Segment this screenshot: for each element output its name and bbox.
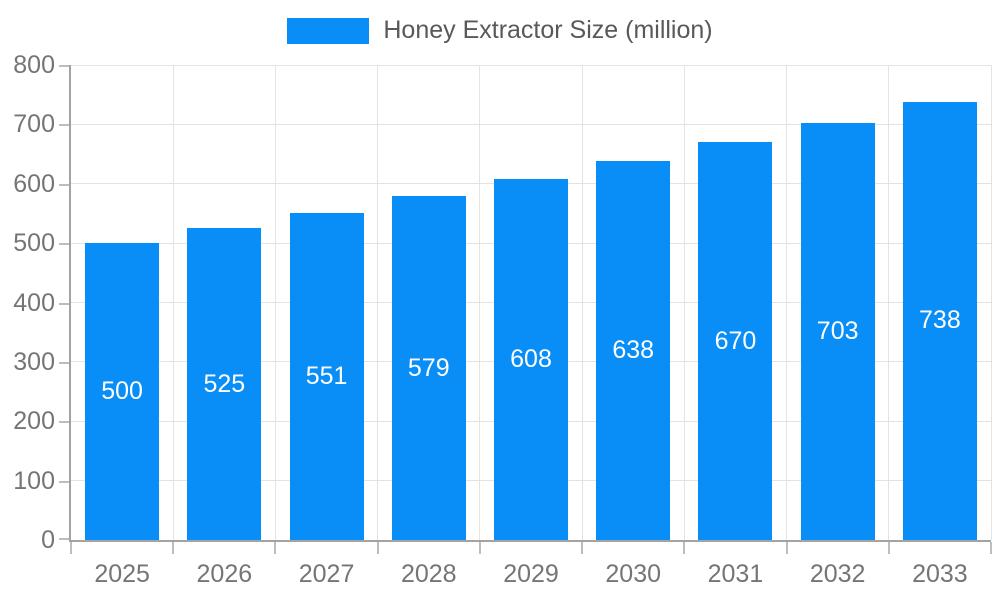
bar-value-label: 703 xyxy=(816,316,859,345)
bar-value-label: 579 xyxy=(407,353,450,382)
bar-value-label: 500 xyxy=(101,377,143,406)
bar-value-label: 608 xyxy=(510,345,552,373)
x-axis-tick xyxy=(683,542,686,554)
bar-2030[interactable]: 638 xyxy=(596,161,671,540)
x-axis-label-2025: 2025 xyxy=(94,560,150,588)
bar-2031[interactable]: 670 xyxy=(698,142,773,540)
x-boundary-gridline xyxy=(274,65,276,540)
bar-2033[interactable]: 738 xyxy=(902,101,977,540)
x-axis-label-2028: 2028 xyxy=(400,560,457,588)
y-axis-label: 800 xyxy=(13,51,55,79)
bar-value-label: 638 xyxy=(612,336,655,365)
x-boundary-gridline xyxy=(888,65,890,540)
y-axis-label: 500 xyxy=(13,229,55,258)
y-axis-tick xyxy=(59,183,69,186)
x-axis-tick xyxy=(274,542,277,554)
x-boundary-gridline xyxy=(377,65,379,540)
x-axis-label-2032: 2032 xyxy=(809,560,866,588)
y-axis-label: 400 xyxy=(13,288,55,317)
x-boundary-gridline xyxy=(479,65,481,540)
y-gridline xyxy=(71,123,991,125)
y-axis-label: 600 xyxy=(13,169,55,198)
x-axis-tick xyxy=(478,542,481,554)
x-axis-tick xyxy=(785,542,788,554)
y-axis-label: 0 xyxy=(41,526,55,554)
y-axis-tick xyxy=(59,538,69,540)
y-axis-tick xyxy=(59,480,69,483)
bar-value-label: 551 xyxy=(305,361,348,390)
y-axis-tick xyxy=(59,361,69,364)
plot-area: 0 100 200 300 400 500 600 700 800 500 2025 525 2026 5… xyxy=(13,51,992,588)
x-axis-tick xyxy=(990,542,992,554)
x-axis-label-2026: 2026 xyxy=(196,560,253,588)
y-axis-label: 300 xyxy=(13,347,55,376)
x-boundary-gridline xyxy=(172,65,174,540)
y-axis-label: 200 xyxy=(13,407,55,436)
legend-swatch xyxy=(287,17,370,44)
x-axis-tick xyxy=(887,542,890,554)
legend-label: Honey Extractor Size (million) xyxy=(383,16,713,44)
x-axis-tick xyxy=(376,542,379,554)
bar-2028[interactable]: 579 xyxy=(391,196,466,540)
x-axis-label-2031: 2031 xyxy=(707,560,764,588)
bar-2029[interactable]: 608 xyxy=(494,179,568,540)
x-axis-tick xyxy=(172,542,175,554)
bar-2025[interactable]: 500 xyxy=(85,243,160,540)
y-axis-tick xyxy=(59,243,69,246)
bar-value-label: 525 xyxy=(203,369,246,398)
bar-2026[interactable]: 525 xyxy=(187,228,262,540)
x-axis-label-2027: 2027 xyxy=(298,560,355,588)
x-boundary-gridline xyxy=(581,65,583,540)
x-axis-label-2030: 2030 xyxy=(605,560,662,588)
bar-value-label: 670 xyxy=(714,326,757,355)
y-axis-label: 700 xyxy=(13,110,55,139)
x-axis-tick xyxy=(581,542,584,554)
x-axis-label-2029: 2029 xyxy=(503,560,559,588)
x-axis-label-2033: 2033 xyxy=(912,560,968,588)
y-axis-tick xyxy=(59,302,69,305)
y-axis-label: 100 xyxy=(13,466,55,495)
bar-2027[interactable]: 551 xyxy=(289,212,364,540)
legend-item[interactable]: Honey Extractor Size (million) xyxy=(0,16,1000,45)
y-axis-tick xyxy=(59,124,69,127)
bar-value-label: 738 xyxy=(919,306,961,335)
y-axis-tick xyxy=(59,421,69,424)
y-gridline xyxy=(71,64,991,66)
x-boundary-gridline xyxy=(990,65,992,540)
y-axis-tick xyxy=(59,65,69,67)
bar-2032[interactable]: 703 xyxy=(800,122,875,540)
x-boundary-gridline xyxy=(786,65,788,540)
x-axis-tick xyxy=(70,542,72,554)
x-boundary-gridline xyxy=(683,65,685,540)
